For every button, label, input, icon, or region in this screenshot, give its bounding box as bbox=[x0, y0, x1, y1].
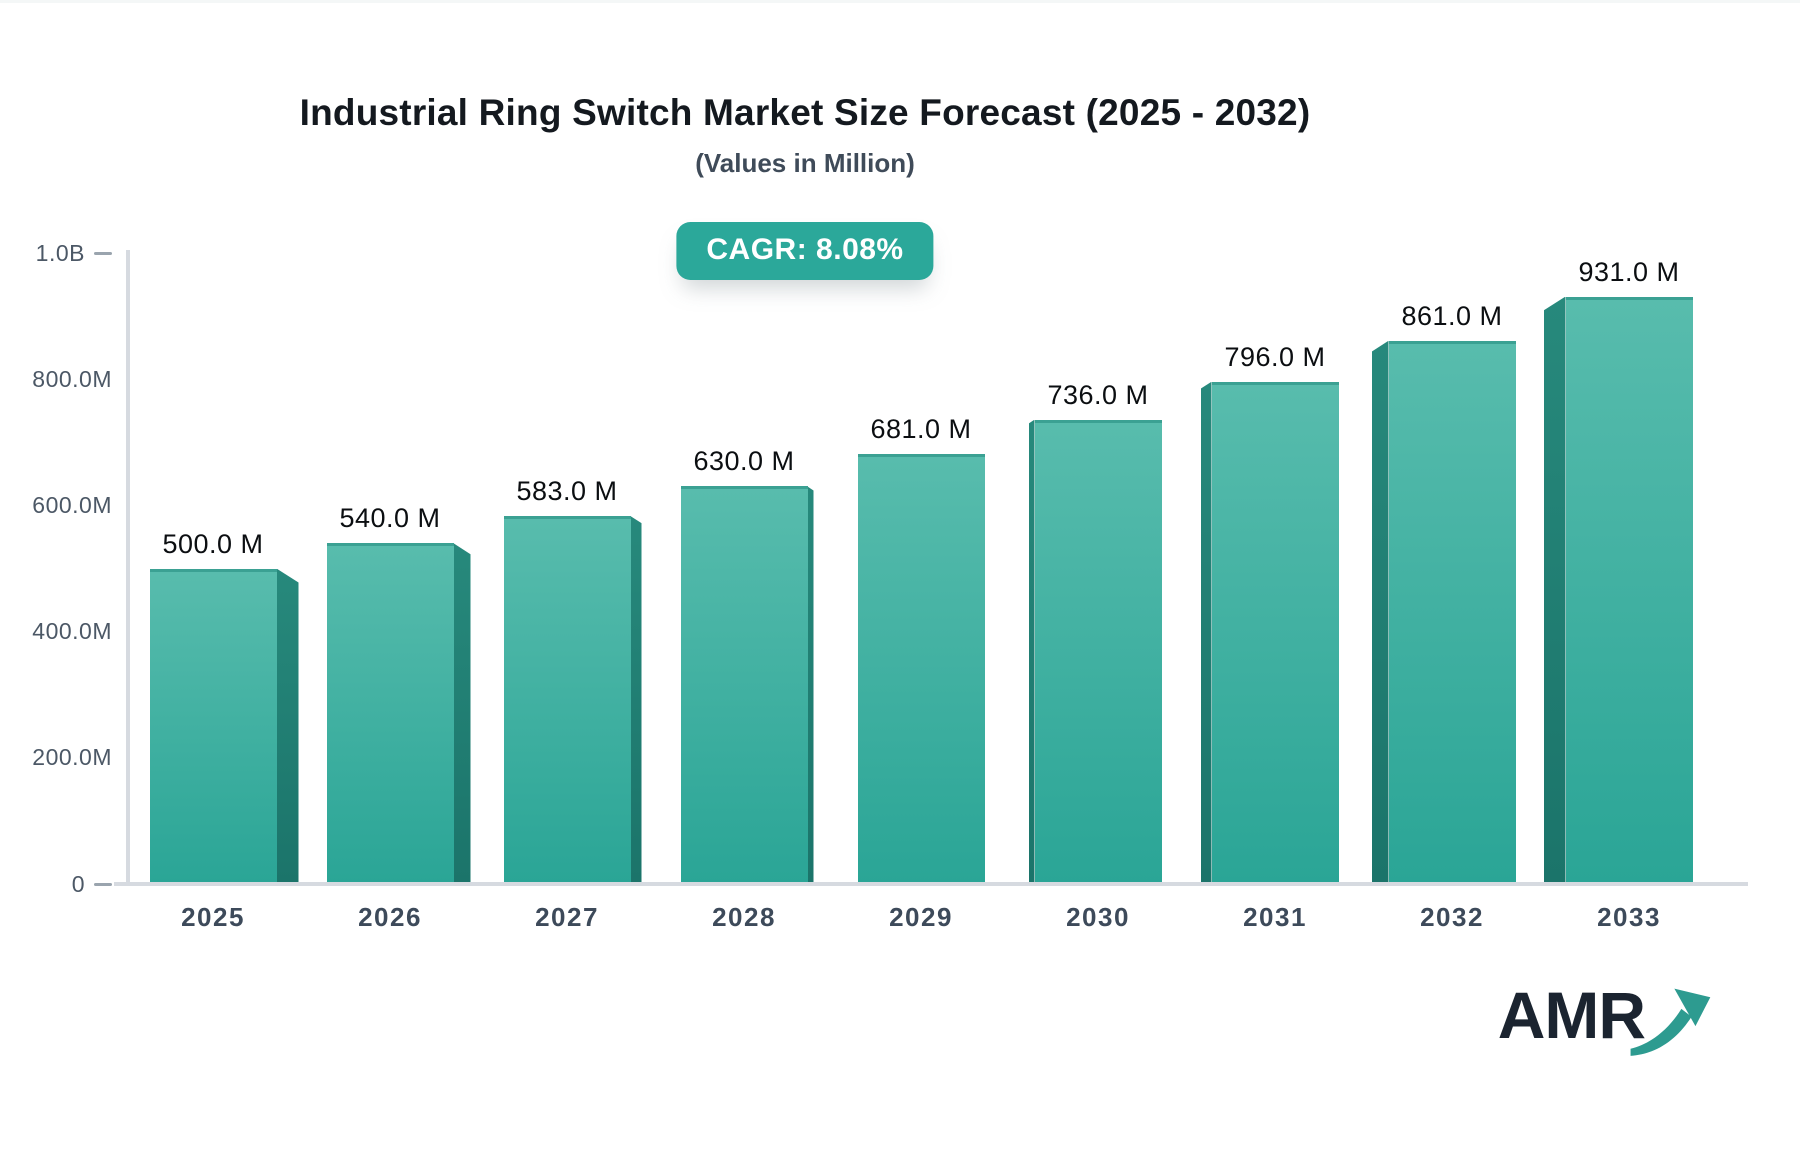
x-axis-label: 2028 bbox=[712, 902, 776, 932]
y-axis-label: 200.0M bbox=[32, 744, 112, 771]
bar-side-panel bbox=[1543, 296, 1566, 884]
amr-logo-text: AMR bbox=[1497, 978, 1646, 1052]
y-axis-tick-dash bbox=[94, 251, 112, 255]
bar-value-label: 796.0 M bbox=[1224, 341, 1326, 372]
bar-value-label: 500.0 M bbox=[162, 528, 264, 559]
y-axis-tick: 0 bbox=[0, 869, 112, 899]
bar bbox=[503, 516, 631, 884]
x-axis-label: 2033 bbox=[1597, 902, 1661, 932]
bar bbox=[1034, 419, 1162, 884]
y-axis-tick: 400.0M bbox=[0, 617, 112, 647]
growth-arrow-icon bbox=[1630, 988, 1711, 1056]
bar bbox=[1211, 381, 1339, 884]
bar-side-panel bbox=[276, 568, 299, 884]
page-top-border bbox=[0, 0, 1800, 3]
bar-value-label: 681.0 M bbox=[870, 414, 972, 445]
page-title: Industrial Ring Switch Market Size Forec… bbox=[299, 92, 1311, 133]
x-axis-line bbox=[114, 882, 1748, 886]
y-axis-label: 0 bbox=[71, 870, 85, 897]
y-axis-tick: 800.0M bbox=[0, 364, 112, 394]
x-axis-label: 2026 bbox=[358, 902, 422, 932]
bar-side-panel bbox=[1028, 419, 1035, 884]
y-axis-tick: 200.0M bbox=[0, 743, 112, 773]
bar-side-panel bbox=[1371, 340, 1389, 884]
bar-side-panel bbox=[453, 543, 471, 884]
bar-side-panel bbox=[1200, 381, 1212, 884]
x-axis-label: 2030 bbox=[1066, 902, 1130, 932]
y-axis-label: 800.0M bbox=[32, 365, 112, 392]
chart-subtitle: (Values in Million) bbox=[695, 148, 915, 178]
x-axis-label: 2032 bbox=[1420, 902, 1484, 932]
y-axis-tick: 1.0B bbox=[0, 238, 112, 268]
x-axis-label: 2027 bbox=[535, 902, 599, 932]
bar bbox=[680, 486, 808, 884]
bar-side-panel bbox=[807, 486, 814, 884]
bar-value-label: 861.0 M bbox=[1401, 300, 1503, 331]
x-axis-label: 2029 bbox=[889, 902, 953, 932]
y-axis-label: 1.0B bbox=[35, 239, 85, 266]
bar-value-label: 630.0 M bbox=[693, 446, 795, 477]
bar bbox=[1388, 340, 1516, 884]
y-axis-tick: 600.0M bbox=[0, 490, 112, 520]
bar-value-label: 583.0 M bbox=[516, 476, 618, 507]
x-axis-label: 2031 bbox=[1243, 902, 1307, 932]
x-axis-label: 2025 bbox=[181, 902, 245, 932]
amr-logo: AMR bbox=[1498, 982, 1715, 1060]
bar bbox=[149, 568, 277, 884]
cagr-badge: CAGR: 8.08% bbox=[676, 222, 934, 280]
bar bbox=[326, 543, 454, 884]
bar bbox=[1565, 296, 1693, 884]
y-axis-label: 400.0M bbox=[32, 618, 112, 645]
y-axis-tick-dash bbox=[94, 882, 112, 886]
bar-value-label: 540.0 M bbox=[339, 503, 441, 534]
bar-side-panel bbox=[630, 516, 642, 884]
bar bbox=[857, 454, 985, 884]
y-axis-line bbox=[126, 250, 130, 886]
y-axis-label: 600.0M bbox=[32, 491, 112, 518]
bar-value-label: 931.0 M bbox=[1578, 256, 1680, 287]
bar-value-label: 736.0 M bbox=[1047, 379, 1149, 410]
